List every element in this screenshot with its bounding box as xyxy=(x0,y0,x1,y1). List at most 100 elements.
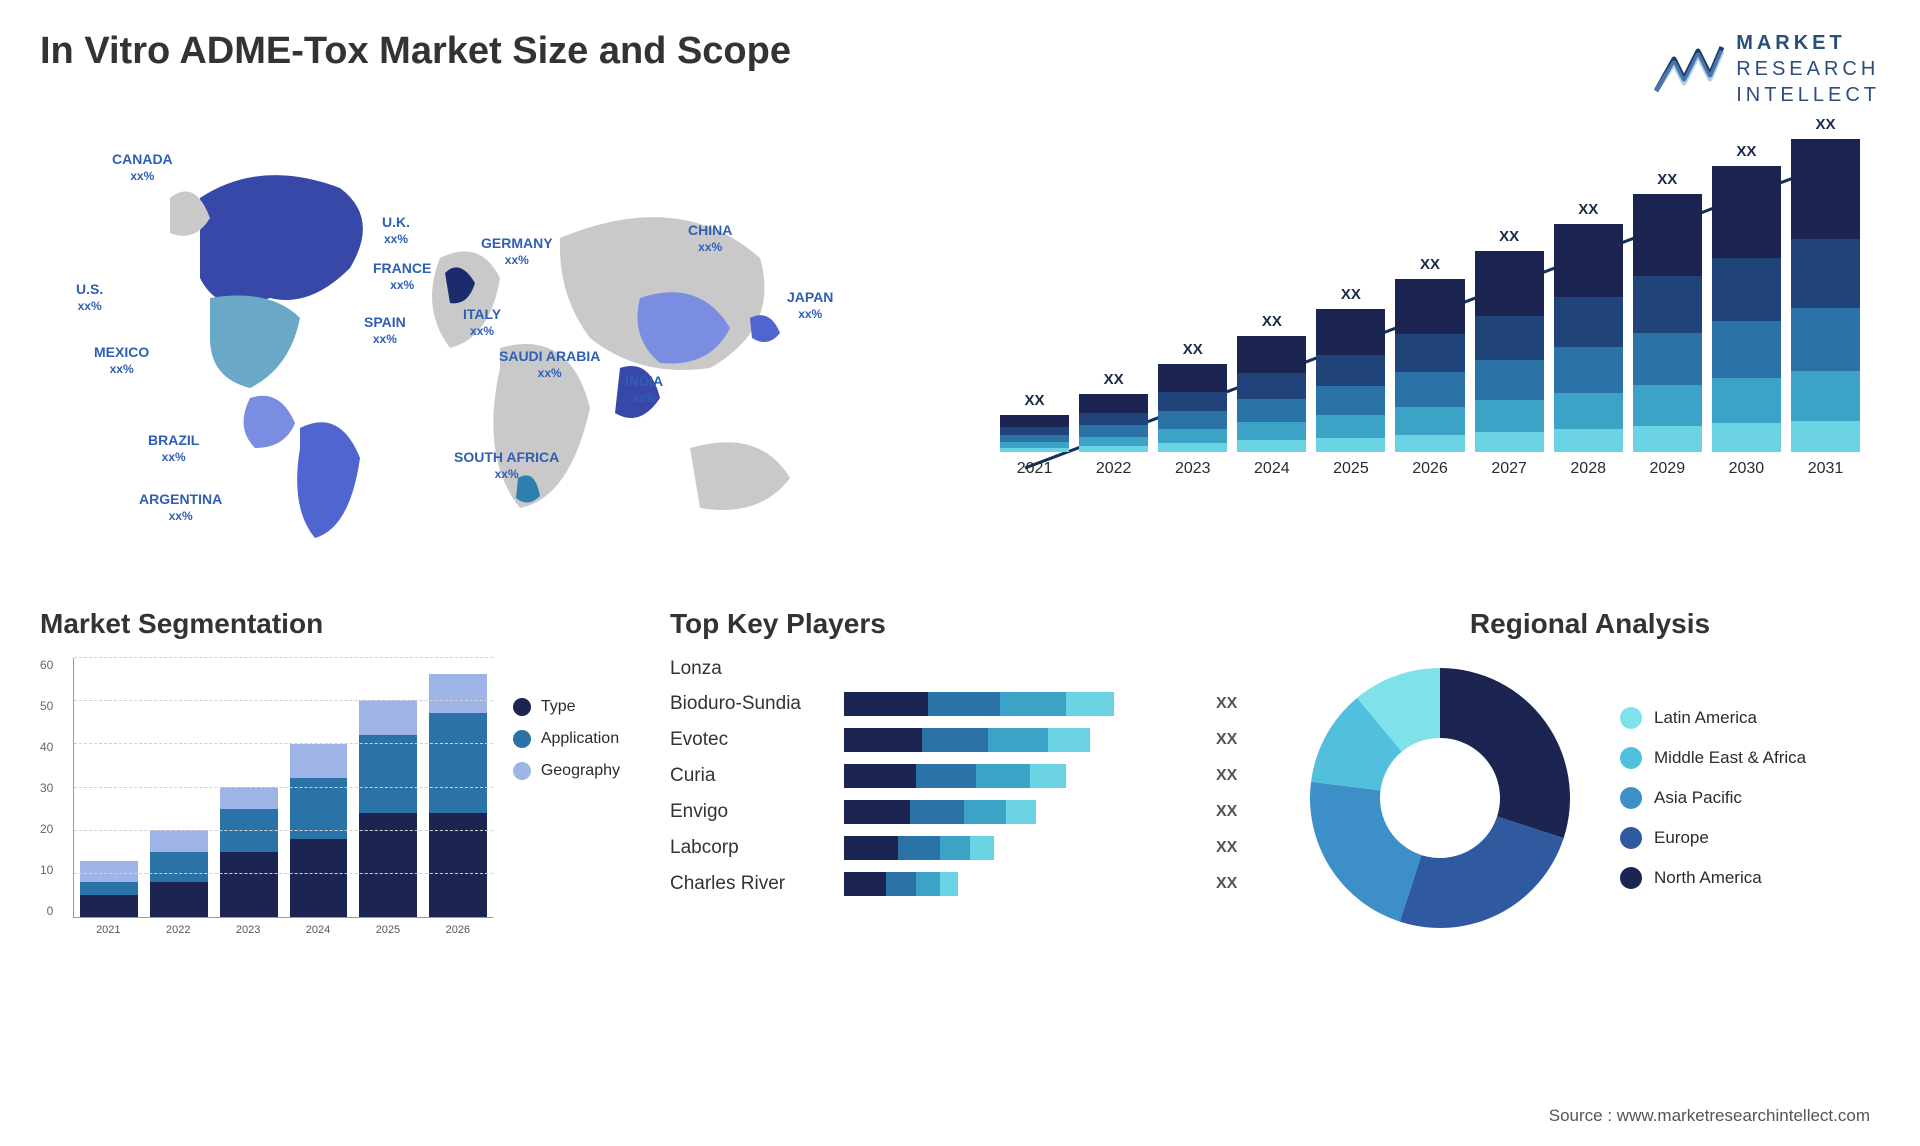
bottom-row: Market Segmentation 6050403020100 202120… xyxy=(40,608,1880,938)
legend-label: Type xyxy=(541,698,576,716)
growth-bar: XX2024 xyxy=(1237,313,1306,478)
map-label-china: CHINAxx% xyxy=(688,222,732,255)
seg-segment-geography xyxy=(220,787,278,809)
kp-segment xyxy=(1066,692,1114,716)
growth-segment xyxy=(1316,415,1385,438)
growth-bar-label: XX xyxy=(1341,286,1361,303)
key-player-row: EnvigoXX xyxy=(670,800,1250,824)
seg-segment-application xyxy=(429,713,487,813)
kp-segment xyxy=(922,728,988,752)
seg-segment-application xyxy=(80,882,138,895)
growth-segment xyxy=(1633,194,1702,277)
kp-segment xyxy=(1000,692,1066,716)
growth-segment xyxy=(1475,360,1544,400)
growth-segment xyxy=(1791,308,1860,371)
key-player-value: XX xyxy=(1216,767,1250,785)
seg-y-axis: 6050403020100 xyxy=(40,658,53,918)
seg-y-tick: 60 xyxy=(40,658,53,672)
key-player-row: Charles RiverXX xyxy=(670,872,1250,896)
growth-chart: XX2021XX2022XX2023XX2024XX2025XX2026XX20… xyxy=(980,138,1880,558)
growth-year-label: 2021 xyxy=(1017,460,1053,478)
growth-bar-stack xyxy=(1791,139,1860,452)
segmentation-chart: 6050403020100 202120222023202420252026 T… xyxy=(40,658,620,936)
regional-panel: Regional Analysis Latin AmericaMiddle Ea… xyxy=(1300,608,1880,938)
legend-dot-icon xyxy=(513,730,531,748)
legend-dot-icon xyxy=(1620,707,1642,729)
kp-segment xyxy=(844,728,922,752)
seg-segment-geography xyxy=(80,861,138,883)
kp-segment xyxy=(928,692,1000,716)
growth-year-label: 2031 xyxy=(1808,460,1844,478)
seg-y-tick: 30 xyxy=(40,781,53,795)
growth-bar-stack xyxy=(1633,194,1702,452)
brand-logo: MARKET RESEARCH INTELLECT xyxy=(1654,30,1880,108)
key-players-list: LonzaBioduro-SundiaXXEvotecXXCuriaXXEnvi… xyxy=(670,658,1250,896)
seg-segment-type xyxy=(150,882,208,917)
legend-label: Application xyxy=(541,730,619,748)
logo-swoosh-icon xyxy=(1654,41,1724,97)
map-label-u-k-: U.K.xx% xyxy=(382,214,410,247)
growth-segment xyxy=(1158,364,1227,392)
key-player-name: Bioduro-Sundia xyxy=(670,693,830,715)
key-players-panel: Top Key Players LonzaBioduro-SundiaXXEvo… xyxy=(670,608,1250,938)
map-label-argentina: ARGENTINAxx% xyxy=(139,491,222,524)
key-player-name: Envigo xyxy=(670,801,830,823)
growth-bar: XX2022 xyxy=(1079,371,1148,478)
growth-segment xyxy=(1712,258,1781,321)
legend-dot-icon xyxy=(1620,867,1642,889)
key-player-name: Lonza xyxy=(670,658,830,680)
key-player-row: Bioduro-SundiaXX xyxy=(670,692,1250,716)
seg-gridline xyxy=(74,700,492,701)
growth-segment xyxy=(1237,422,1306,441)
kp-segment xyxy=(898,836,940,860)
seg-y-tick: 50 xyxy=(40,699,53,713)
growth-bar-stack xyxy=(1079,394,1148,452)
donut-chart xyxy=(1300,658,1580,938)
world-map: CANADAxx%U.S.xx%MEXICOxx%BRAZILxx%ARGENT… xyxy=(40,138,940,558)
growth-bar: XX2023 xyxy=(1158,341,1227,478)
growth-segment xyxy=(1000,448,1069,452)
key-player-row: LabcorpXX xyxy=(670,836,1250,860)
growth-bar-stack xyxy=(1000,415,1069,452)
key-player-value: XX xyxy=(1216,839,1250,857)
key-player-name: Curia xyxy=(670,765,830,787)
seg-y-tick: 0 xyxy=(47,904,54,918)
growth-bar-label: XX xyxy=(1420,256,1440,273)
growth-segment xyxy=(1079,425,1148,437)
kp-segment xyxy=(1030,764,1066,788)
kp-segment xyxy=(970,836,994,860)
growth-segment xyxy=(1000,415,1069,427)
growth-segment xyxy=(1316,309,1385,355)
seg-segment-type xyxy=(359,813,417,917)
growth-segment xyxy=(1554,393,1623,429)
map-label-spain: SPAINxx% xyxy=(364,314,406,347)
top-row: CANADAxx%U.S.xx%MEXICOxx%BRAZILxx%ARGENT… xyxy=(40,138,1880,558)
seg-gridline xyxy=(74,657,492,658)
seg-legend: TypeApplicationGeography xyxy=(513,658,620,936)
growth-year-label: 2025 xyxy=(1333,460,1369,478)
legend-label: North America xyxy=(1654,868,1762,888)
kp-segment xyxy=(844,692,928,716)
seg-segment-geography xyxy=(429,674,487,713)
kp-segment xyxy=(1048,728,1090,752)
seg-year-label: 2024 xyxy=(289,924,347,936)
growth-bar: XX 2025 xyxy=(1316,286,1385,478)
seg-segment-application xyxy=(150,852,208,882)
source-text: Source : www.marketresearchintellect.com xyxy=(1549,1106,1870,1126)
regional-chart: Latin AmericaMiddle East & AfricaAsia Pa… xyxy=(1300,658,1880,938)
seg-year-label: 2026 xyxy=(429,924,487,936)
growth-year-label: 2024 xyxy=(1254,460,1290,478)
key-player-bar xyxy=(844,872,1202,896)
seg-gridline xyxy=(74,830,492,831)
seg-y-tick: 10 xyxy=(40,863,53,877)
growth-bar-stack xyxy=(1316,309,1385,452)
growth-segment xyxy=(1791,371,1860,421)
growth-segment xyxy=(1158,411,1227,429)
donut-slice-north-america xyxy=(1440,668,1570,838)
growth-segment xyxy=(1554,297,1623,347)
growth-bar-stack xyxy=(1237,336,1306,452)
seg-bar xyxy=(220,787,278,917)
key-player-bar xyxy=(844,692,1202,716)
growth-segment xyxy=(1079,394,1148,412)
key-player-bar xyxy=(844,764,1202,788)
